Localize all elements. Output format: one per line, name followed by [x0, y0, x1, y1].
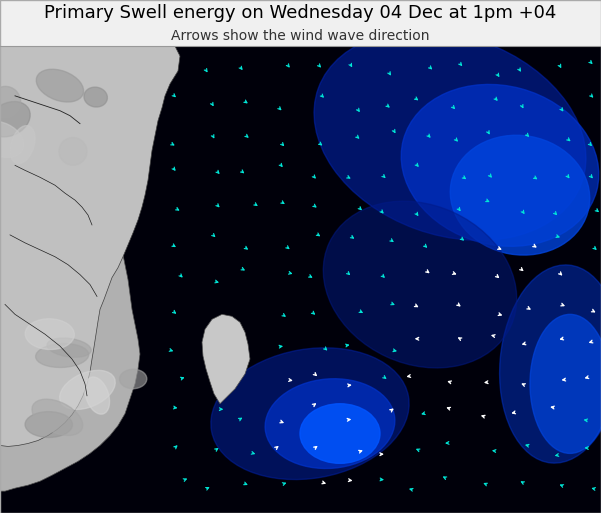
Ellipse shape: [0, 121, 24, 157]
Ellipse shape: [25, 319, 75, 349]
Ellipse shape: [265, 379, 395, 468]
Text: Arrows show the wind wave direction: Arrows show the wind wave direction: [171, 29, 430, 43]
Ellipse shape: [530, 314, 601, 453]
Ellipse shape: [25, 411, 73, 438]
Polygon shape: [202, 314, 250, 404]
Ellipse shape: [59, 370, 115, 409]
Polygon shape: [0, 46, 180, 446]
Ellipse shape: [84, 87, 108, 107]
Polygon shape: [0, 46, 140, 491]
Ellipse shape: [499, 265, 601, 463]
Ellipse shape: [314, 31, 586, 240]
Ellipse shape: [47, 338, 91, 357]
Ellipse shape: [10, 126, 35, 164]
Ellipse shape: [401, 85, 599, 246]
Ellipse shape: [0, 86, 20, 118]
Ellipse shape: [85, 377, 109, 414]
Ellipse shape: [450, 135, 590, 255]
Ellipse shape: [0, 102, 30, 137]
Ellipse shape: [32, 399, 83, 436]
Ellipse shape: [300, 404, 380, 463]
Ellipse shape: [36, 69, 84, 102]
Ellipse shape: [120, 369, 147, 389]
Text: Primary Swell energy on Wednesday 04 Dec at 1pm +04: Primary Swell energy on Wednesday 04 Dec…: [44, 4, 557, 22]
Ellipse shape: [35, 344, 89, 367]
Ellipse shape: [59, 137, 87, 165]
Ellipse shape: [323, 201, 517, 368]
Ellipse shape: [211, 348, 409, 480]
